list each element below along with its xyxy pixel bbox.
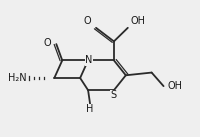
Text: H₂N: H₂N [8,73,27,83]
Text: S: S [111,90,117,100]
Text: O: O [44,38,51,48]
Text: N: N [85,55,93,65]
Text: O: O [83,16,91,26]
Text: OH: OH [131,16,146,26]
Text: H: H [86,104,94,114]
Text: OH: OH [168,81,183,91]
